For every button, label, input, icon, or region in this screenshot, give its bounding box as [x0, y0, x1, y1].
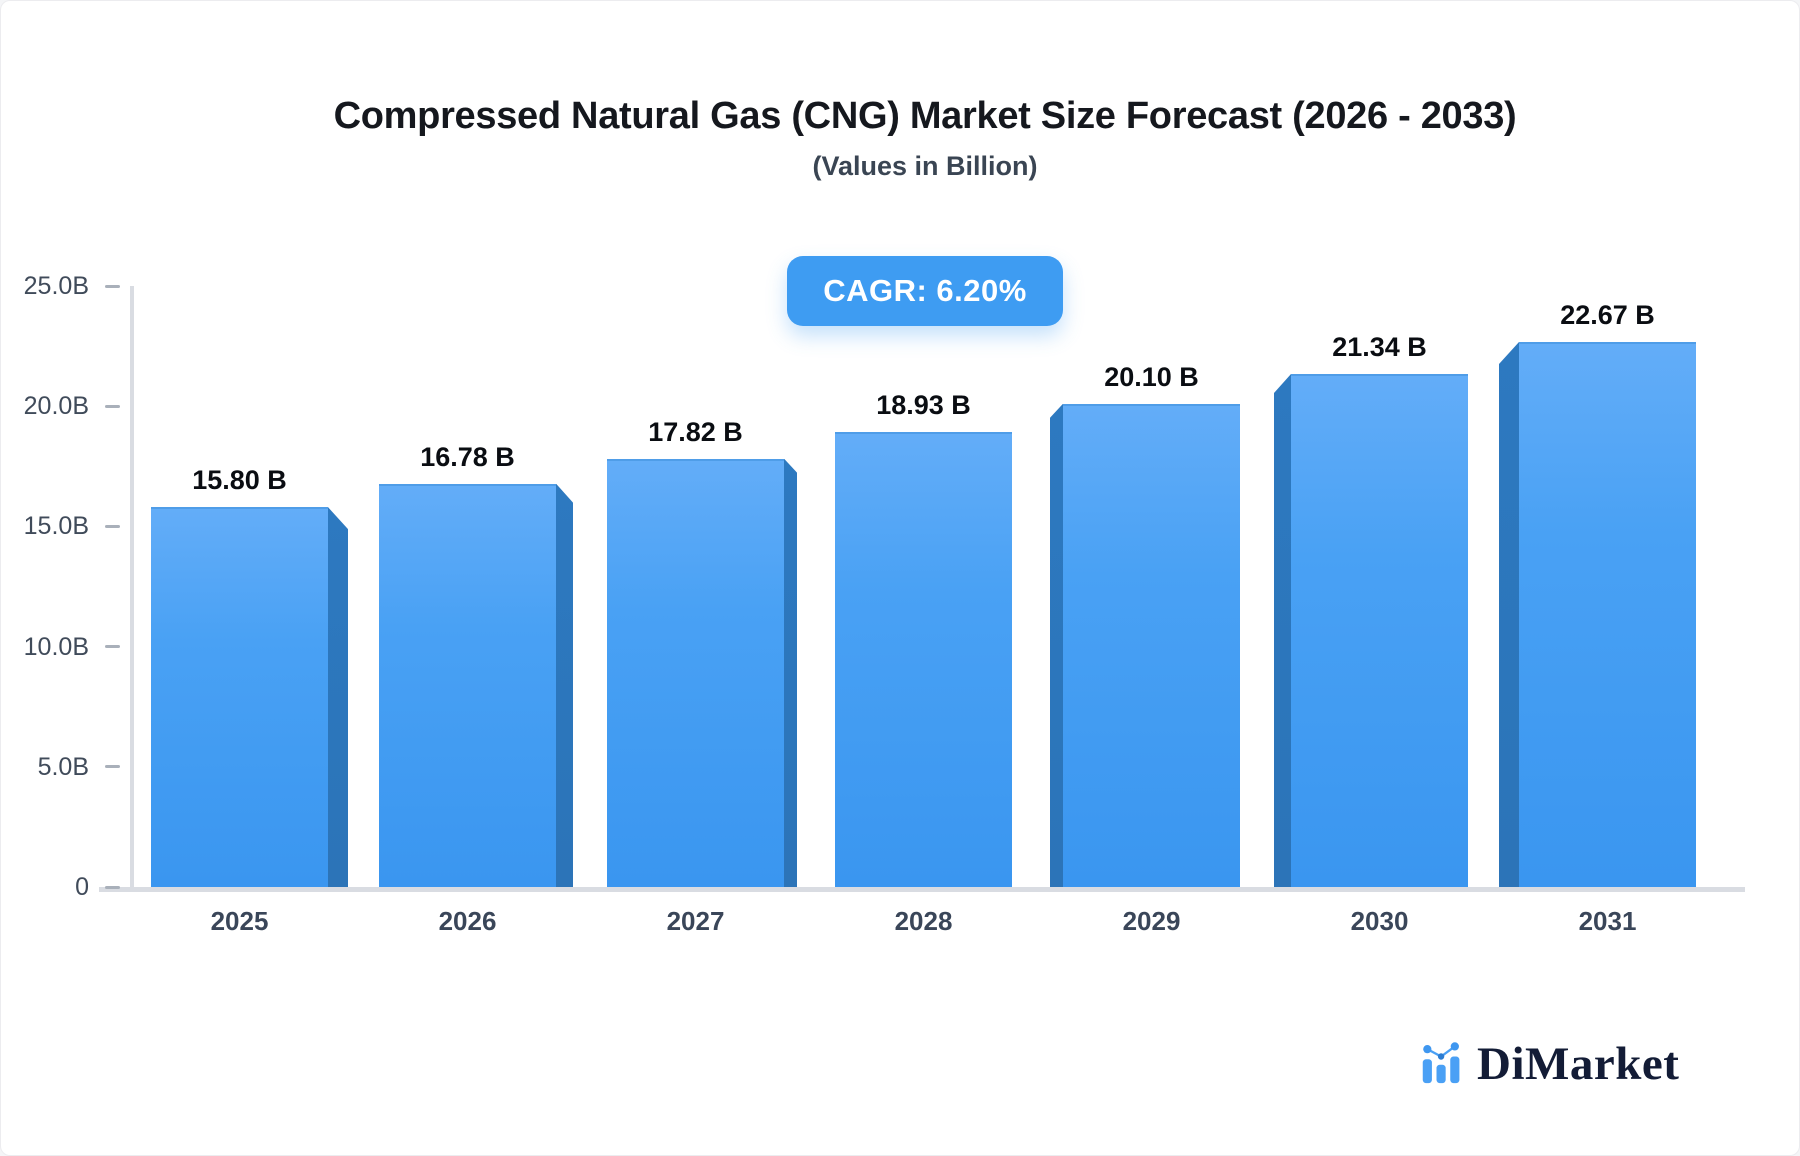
- bar-2028: [835, 431, 1012, 887]
- bar-value-label: 22.67 B: [1560, 300, 1655, 330]
- y-tick-label: 10.0B: [23, 632, 89, 661]
- x-tick-label-2030: 2030: [1350, 906, 1409, 936]
- x-tick-label-2026: 2026: [438, 906, 497, 936]
- bar-2030: [1291, 373, 1468, 887]
- cagr-badge: CAGR: 6.20%: [787, 256, 1063, 326]
- bar-side-2030: [1274, 373, 1291, 887]
- bar-side-2029: [1050, 403, 1063, 887]
- y-tick-label: 20.0B: [23, 392, 89, 421]
- y-tick-mark: [105, 765, 120, 769]
- bar-2026: [379, 483, 556, 887]
- brand-logo: DiMarket: [1420, 1039, 1679, 1088]
- bar-side-2025: [328, 507, 348, 887]
- y-tick-mark: [105, 284, 120, 288]
- bar-side-2027: [784, 458, 797, 887]
- y-tick-mark: [105, 404, 120, 408]
- bar-2031: [1519, 342, 1696, 887]
- bar-value-label: 15.80 B: [192, 465, 287, 496]
- x-tick-label-2028: 2028: [894, 906, 953, 936]
- chart-title: Compressed Natural Gas (CNG) Market Size…: [333, 95, 1517, 137]
- brand-name: DiMarket: [1477, 1038, 1680, 1090]
- x-tick-label-2031: 2031: [1578, 906, 1637, 936]
- logo-chart-icon: [1422, 1042, 1460, 1084]
- y-tick-label: 0: [75, 873, 89, 901]
- y-tick-mark: [105, 885, 120, 889]
- bar-2025: [151, 507, 328, 887]
- y-axis-line: [130, 286, 134, 892]
- y-tick-mark: [105, 524, 120, 528]
- bar-value-label: 17.82 B: [648, 416, 743, 447]
- bar-side-2031: [1499, 342, 1519, 887]
- bar-value-label: 20.10 B: [1104, 361, 1199, 392]
- y-tick-label: 5.0B: [37, 752, 89, 781]
- y-tick-mark: [105, 645, 120, 649]
- x-tick-label-2029: 2029: [1122, 906, 1181, 936]
- bar-value-label: 18.93 B: [876, 389, 971, 420]
- y-tick-label: 25.0B: [23, 272, 89, 300]
- bar-value-label: 16.78 B: [420, 441, 515, 472]
- x-tick-label-2027: 2027: [666, 906, 725, 936]
- y-tick-label: 15.0B: [23, 512, 89, 541]
- x-tick-label-2025: 2025: [210, 906, 269, 936]
- bar-2029: [1063, 403, 1240, 887]
- x-axis-line: [99, 887, 1745, 892]
- bar-side-2026: [556, 483, 573, 887]
- chart-subtitle: (Values in Billion): [812, 151, 1038, 181]
- bar-value-label: 21.34 B: [1332, 331, 1427, 362]
- bar-2027: [607, 458, 784, 887]
